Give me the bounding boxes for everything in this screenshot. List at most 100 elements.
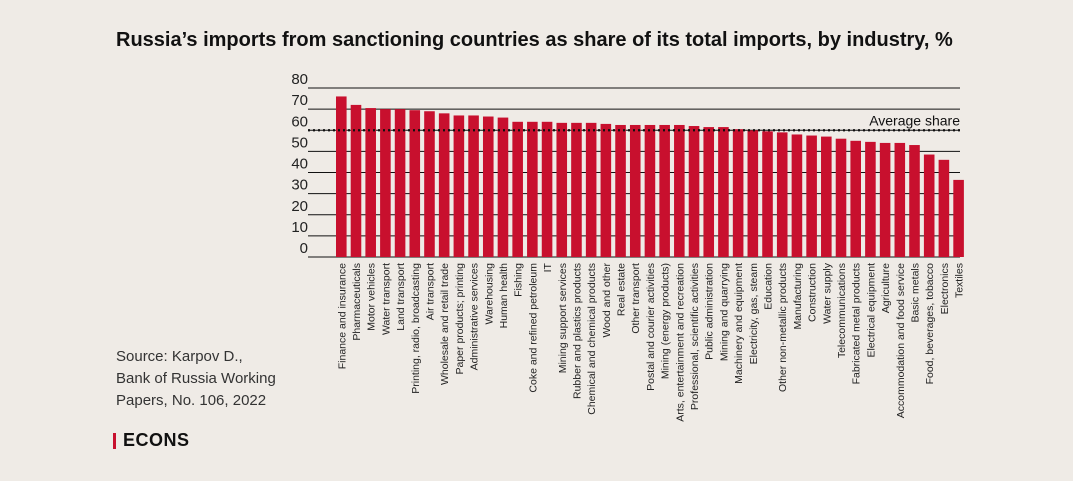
bar bbox=[894, 142, 906, 257]
x-category-label: Warehousing bbox=[483, 263, 495, 325]
bar bbox=[850, 140, 862, 257]
bar bbox=[879, 142, 891, 257]
x-axis-labels: Finance and insurance Pharmaceuticals Moto… bbox=[336, 262, 965, 422]
bars bbox=[336, 96, 964, 258]
bar bbox=[835, 138, 847, 257]
x-category-label: IT bbox=[542, 262, 554, 272]
x-category-label: Accommodation and food service bbox=[895, 263, 907, 418]
bar bbox=[703, 127, 715, 257]
x-category-label: Other transport bbox=[630, 263, 642, 334]
bar bbox=[747, 130, 759, 257]
x-category-label: Water supply bbox=[821, 262, 833, 324]
chart-title: Russia’s imports from sanctioning countr… bbox=[116, 29, 953, 51]
average-line-group: Average share bbox=[308, 112, 960, 132]
x-category-label: Mining (energy products) bbox=[660, 263, 672, 379]
y-tick-label: 80 bbox=[291, 71, 308, 88]
bar bbox=[336, 96, 347, 257]
x-category-label: Administrative services bbox=[469, 263, 481, 370]
bar bbox=[438, 113, 450, 257]
bar bbox=[350, 104, 362, 258]
bar bbox=[644, 124, 656, 257]
bar bbox=[659, 124, 670, 257]
bar bbox=[424, 111, 435, 257]
bar bbox=[776, 132, 788, 257]
x-category-label: Public administration bbox=[704, 263, 716, 360]
x-category-label: Fishing bbox=[513, 263, 525, 297]
average-label: Average share bbox=[869, 112, 960, 128]
x-category-label: Rubber and plastics products bbox=[571, 263, 583, 399]
logo-bar-icon bbox=[113, 432, 116, 449]
x-category-label: Education bbox=[763, 263, 775, 310]
bar bbox=[409, 110, 421, 258]
x-category-label: Paper products; printing bbox=[454, 263, 466, 375]
x-category-label: Manufacturing bbox=[792, 263, 804, 330]
bar bbox=[732, 129, 744, 257]
x-category-label: Electrical equipment bbox=[865, 263, 877, 358]
x-category-label: Electricity, gas, steam bbox=[748, 263, 760, 365]
x-category-label: Real estate bbox=[616, 263, 628, 316]
y-axis-ticks: 0 10 20 30 40 50 60 70 80 bbox=[291, 71, 308, 257]
x-category-label: Textiles bbox=[954, 263, 966, 298]
bar bbox=[953, 179, 964, 257]
x-category-label: Telecommunications bbox=[836, 263, 848, 358]
x-category-label: Other non-metallic products bbox=[777, 263, 789, 392]
source-note: Source: Karpov D., Bank of Russia Workin… bbox=[116, 346, 306, 412]
x-category-label: Wholesale and retail trade bbox=[439, 263, 451, 385]
x-category-label: Mining support services bbox=[557, 263, 569, 373]
x-category-label: Printing, radio, broadcasting bbox=[410, 263, 422, 394]
bar bbox=[791, 134, 803, 257]
bar bbox=[512, 121, 523, 257]
bar bbox=[674, 124, 685, 257]
bar bbox=[453, 115, 465, 258]
bar bbox=[865, 141, 876, 257]
x-category-label: Fabricated metal products bbox=[851, 263, 863, 384]
bar bbox=[688, 126, 700, 258]
bar bbox=[585, 122, 597, 257]
source-line: Bank of Russia Working bbox=[116, 370, 276, 387]
x-category-label: Mining and quarrying bbox=[718, 263, 730, 361]
x-category-label: Arts, entertainment and recreation bbox=[674, 263, 686, 422]
bar bbox=[615, 124, 626, 257]
x-category-label: Chemical and chemical products bbox=[586, 263, 598, 415]
x-category-label: Wood and other bbox=[601, 263, 613, 338]
y-tick-label: 20 bbox=[291, 198, 308, 215]
y-tick-label: 10 bbox=[291, 219, 308, 236]
y-tick-label: 0 bbox=[300, 240, 308, 257]
source-line: Papers, No. 106, 2022 bbox=[116, 392, 267, 409]
x-category-label: Motor vehicles bbox=[366, 263, 378, 331]
x-category-label: Machinery and equipment bbox=[733, 263, 745, 384]
x-category-label: Agriculture bbox=[880, 263, 892, 313]
bar bbox=[497, 117, 509, 257]
y-tick-label: 40 bbox=[291, 156, 308, 173]
bar bbox=[718, 127, 729, 257]
x-category-label: Finance and insurance bbox=[336, 263, 348, 369]
x-category-label: Land transport bbox=[395, 263, 407, 331]
x-category-label: Food, beverages, tobacco bbox=[924, 263, 936, 385]
bar bbox=[365, 108, 376, 257]
source-line: Source: Karpov D., bbox=[116, 348, 243, 365]
x-category-label: Construction bbox=[807, 263, 819, 322]
bar bbox=[629, 124, 641, 257]
x-category-label: Air transport bbox=[424, 263, 436, 320]
x-category-label: Postal and courier activities bbox=[645, 263, 657, 391]
x-category-label: Basic metals bbox=[910, 263, 922, 323]
bar bbox=[821, 136, 832, 257]
y-tick-label: 60 bbox=[291, 113, 308, 130]
bar bbox=[938, 159, 950, 257]
bar bbox=[923, 154, 935, 257]
logo-text: ECONS bbox=[123, 430, 190, 450]
bar bbox=[909, 145, 920, 257]
bar bbox=[600, 123, 612, 257]
x-category-label: Electronics bbox=[939, 263, 951, 314]
bar bbox=[556, 122, 568, 257]
x-category-label: Coke and refined petroleum bbox=[527, 263, 539, 393]
x-category-label: Water transport bbox=[380, 263, 392, 335]
bar bbox=[806, 135, 817, 257]
x-category-label: Pharmaceuticals bbox=[351, 263, 363, 341]
econs-logo: ECONS bbox=[113, 430, 190, 451]
bar bbox=[380, 109, 391, 257]
bar bbox=[571, 122, 582, 257]
bar bbox=[762, 131, 773, 257]
bar bbox=[541, 121, 553, 257]
